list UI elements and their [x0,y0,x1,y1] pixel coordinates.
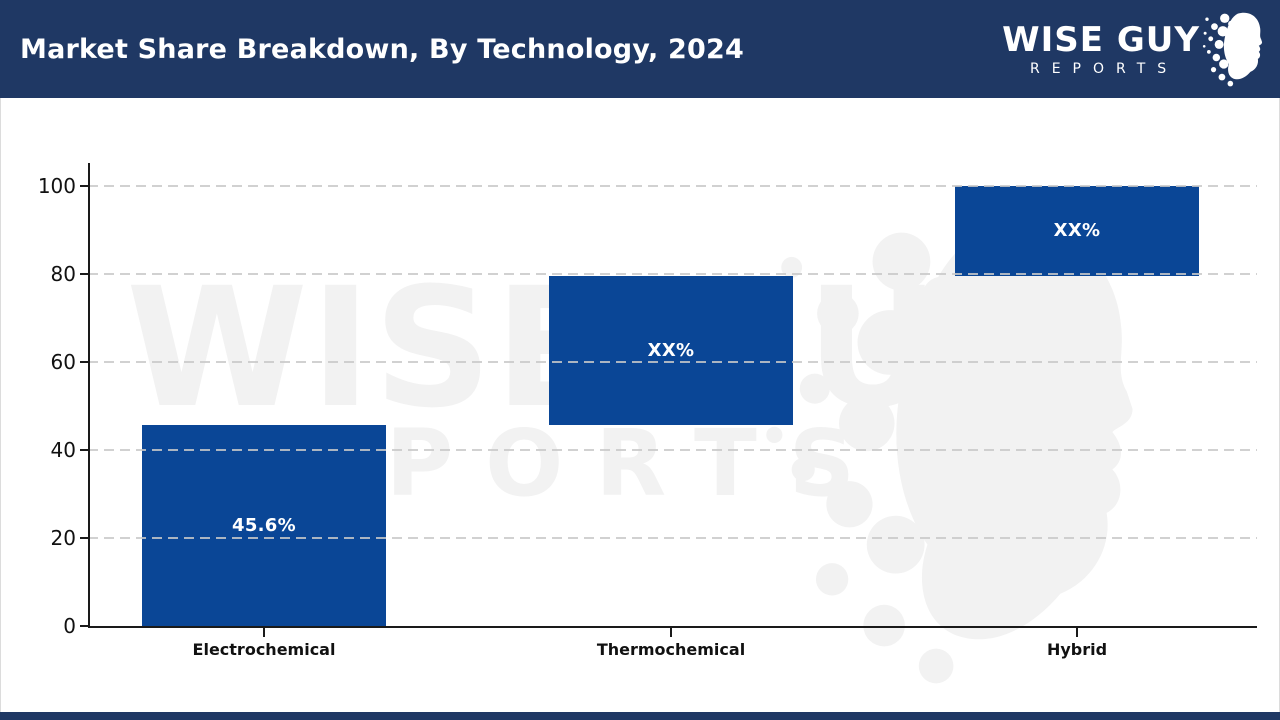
chart-area: WISE GUY REPORTS [0,98,1280,712]
y-tick [80,537,88,539]
footer-accent-bar [0,712,1280,720]
gridline [88,449,1257,451]
bar: 45.6% [142,425,386,626]
x-tick [670,628,672,637]
x-axis-category-label: Thermochemical [596,640,746,659]
y-axis-line [88,163,90,628]
y-tick-label: 0 [63,614,76,638]
chart-title: Market Share Breakdown, By Technology, 2… [20,33,745,65]
bar: XX% [955,186,1199,276]
x-tick [1076,628,1078,637]
x-axis-category-label: Electrochemical [192,640,336,659]
y-tick [80,273,88,275]
y-tick [80,185,88,187]
bar-value-label: XX% [1053,220,1101,242]
y-tick-label: 60 [50,350,76,374]
gridline [88,273,1257,275]
x-axis-line [88,626,1257,628]
x-tick [263,628,265,637]
y-tick-label: 40 [50,438,76,462]
y-tick-label: 100 [37,174,76,198]
bar: XX% [549,275,793,426]
y-tick [80,361,88,363]
y-tick-label: 80 [50,262,76,286]
logo-text: WISE GUY REPORTS [1002,20,1200,77]
watermark-head-icon [766,227,1133,684]
y-tick-label: 20 [50,526,76,550]
gridline [88,185,1257,187]
logo-brand-text: WISE GUY [1002,20,1200,61]
bar-value-label: XX% [647,340,695,362]
wise-guy-reports-logo: WISE GUY REPORTS [1002,8,1268,92]
logo-sub-text: REPORTS [1029,60,1179,77]
y-tick [80,625,88,627]
gridline [88,537,1257,539]
gridline [88,361,1257,363]
logo-head-icon [1202,12,1263,87]
header-bar: Market Share Breakdown, By Technology, 2… [0,0,1280,98]
bar-value-label: 45.6% [232,515,296,537]
x-axis-category-label: Hybrid [1046,640,1108,659]
y-tick [80,449,88,451]
